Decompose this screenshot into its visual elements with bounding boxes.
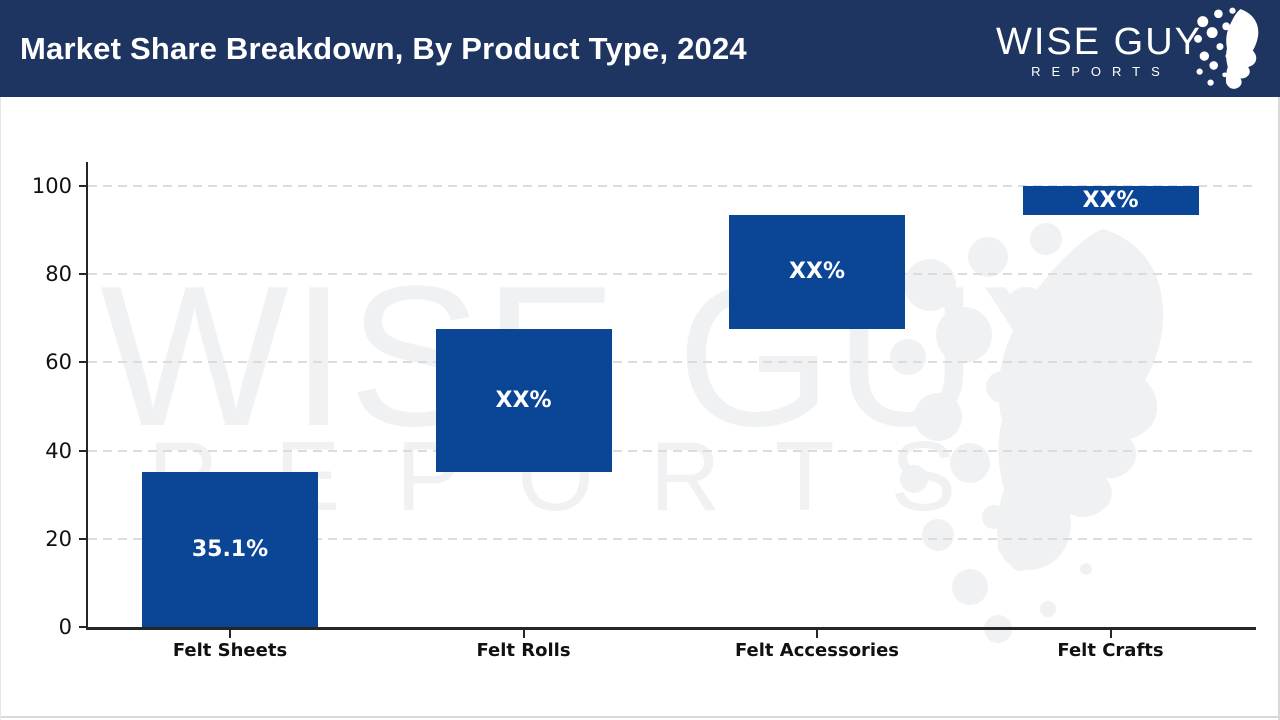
logo-subtitle: REPORTS xyxy=(1031,64,1171,79)
gridline xyxy=(88,537,1256,540)
x-tick-mark xyxy=(229,630,231,638)
gridline xyxy=(88,449,1256,452)
bar: XX% xyxy=(435,328,612,473)
x-tick-mark xyxy=(522,630,525,638)
x-tick-label: Felt Rolls xyxy=(476,640,571,661)
page-right-border xyxy=(1278,97,1280,720)
y-tick-label: 0 xyxy=(58,615,72,639)
page-bottom-border xyxy=(0,716,1280,718)
y-tick-mark xyxy=(79,185,88,187)
bar: XX% xyxy=(729,214,905,329)
x-tick-label: Felt Accessories xyxy=(734,640,900,661)
page-title: Market Share Breakdown, By Product Type,… xyxy=(20,30,747,66)
wise-guy-logo: WISE GUY REPORTS xyxy=(996,6,1266,92)
y-tick-mark xyxy=(79,361,88,364)
y-tick-mark xyxy=(79,273,88,276)
y-tick-label: 40 xyxy=(45,438,72,463)
x-tick-mark xyxy=(1109,630,1112,638)
bar-value-label: XX% xyxy=(495,388,552,414)
logo-head-icon xyxy=(1194,7,1259,89)
bar-value-label: XX% xyxy=(1082,187,1139,213)
y-tick-label: 60 xyxy=(45,350,72,375)
bar: 35.1% xyxy=(142,472,318,627)
y-tick-mark xyxy=(79,626,88,628)
logo-text: WISE GUY REPORTS xyxy=(996,23,1202,79)
y-tick-mark xyxy=(79,537,88,540)
y-tick-label: 100 xyxy=(31,174,72,198)
watermark-head-icon xyxy=(890,223,1164,643)
x-tick-mark xyxy=(816,630,818,638)
y-axis-line xyxy=(86,162,88,630)
bar: XX% xyxy=(1022,186,1199,215)
bar-value-label: 35.1% xyxy=(191,537,269,563)
page-left-border xyxy=(0,97,1,720)
x-tick-label: Felt Sheets xyxy=(172,640,288,661)
x-axis-line xyxy=(86,627,1256,630)
y-tick-label: 20 xyxy=(45,526,72,551)
logo-wordmark: WISE GUY xyxy=(995,21,1202,63)
bar-value-label: XX% xyxy=(789,259,845,285)
header-bar: Market Share Breakdown, By Product Type,… xyxy=(0,0,1280,97)
y-tick-mark xyxy=(79,449,88,452)
gridline xyxy=(88,273,1256,276)
gridline xyxy=(88,185,1256,187)
y-tick-label: 80 xyxy=(45,262,72,287)
gridline xyxy=(88,361,1256,364)
x-tick-label: Felt Crafts xyxy=(1057,640,1164,661)
